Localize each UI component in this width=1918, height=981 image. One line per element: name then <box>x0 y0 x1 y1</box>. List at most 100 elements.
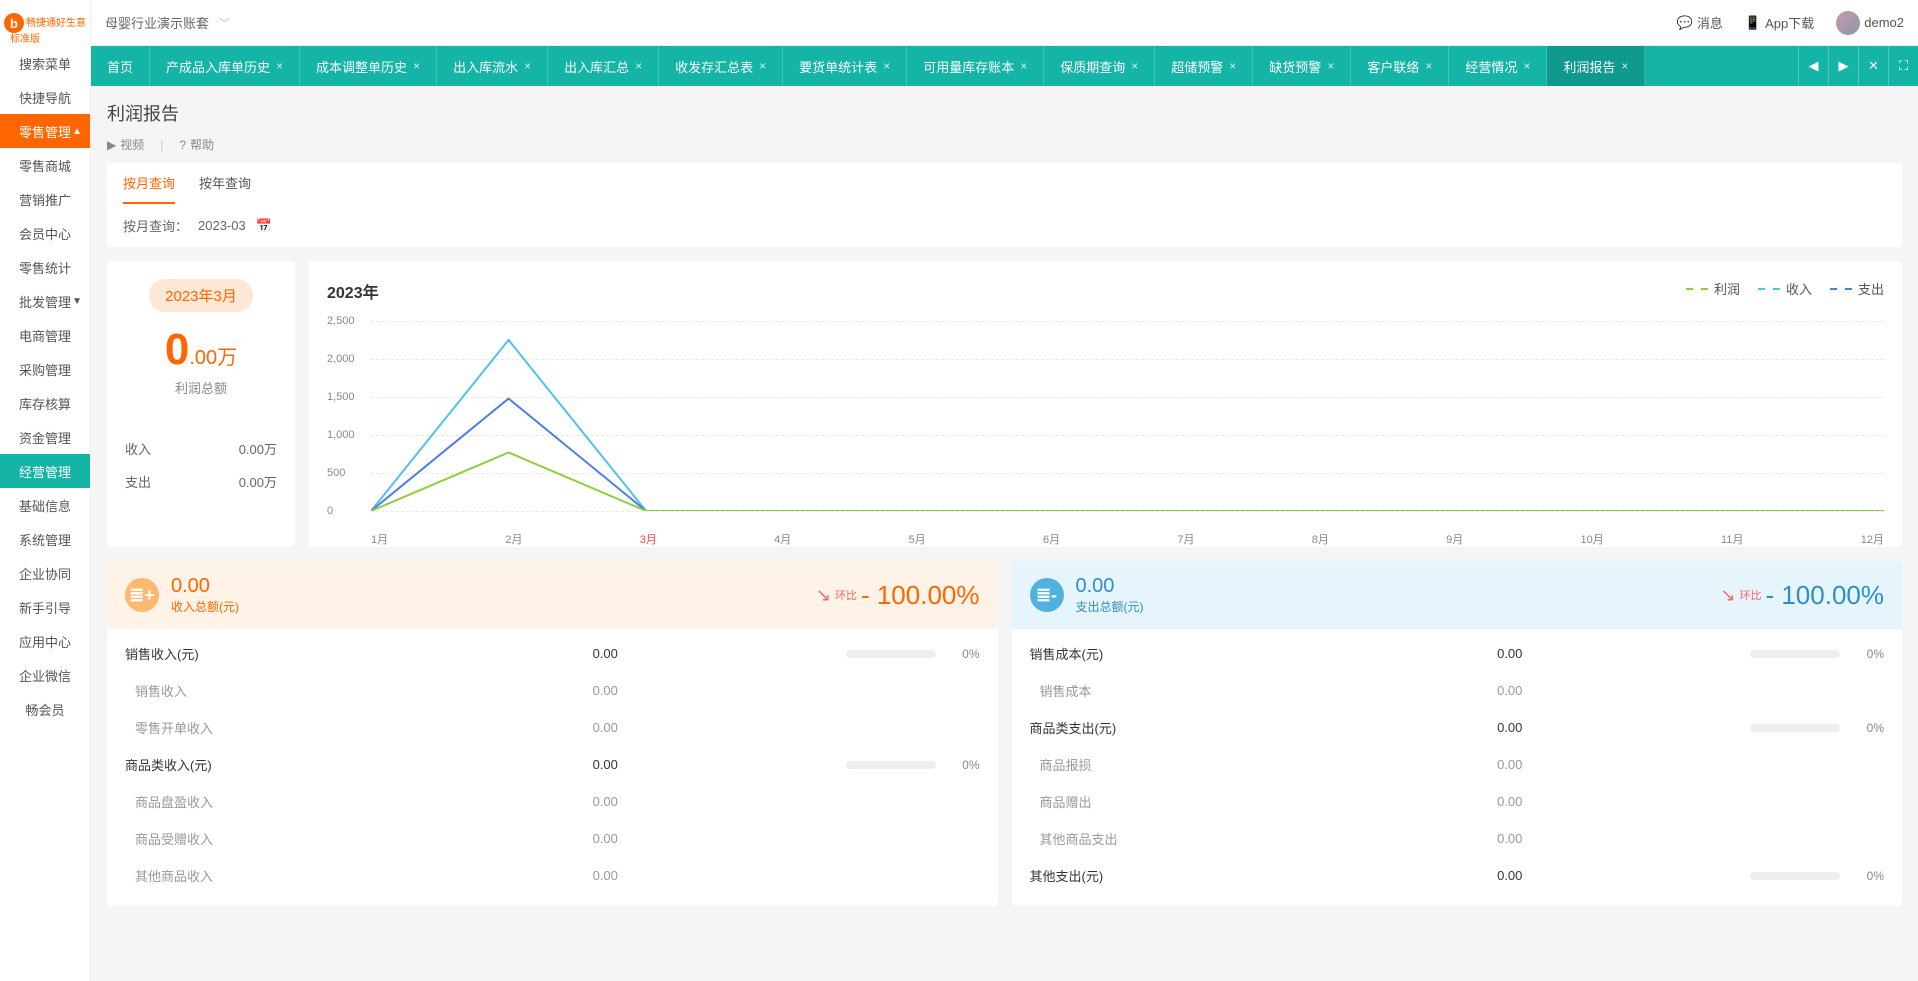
row-label: 其他支出(元) <box>1030 866 1290 885</box>
close-icon[interactable]: × <box>759 59 766 73</box>
side-ecommerce[interactable]: 电商管理 <box>0 318 90 352</box>
close-icon[interactable]: × <box>1020 59 1027 73</box>
tab[interactable]: 收发存汇总表 × <box>659 46 783 86</box>
close-icon[interactable]: × <box>1327 59 1334 73</box>
side-purchase[interactable]: 采购管理 <box>0 352 90 386</box>
side-retail-stats[interactable]: 零售统计 <box>0 250 90 284</box>
row-bar <box>846 650 936 658</box>
user-menu[interactable]: demo2 <box>1836 11 1904 35</box>
chevron-down-icon: ﹀ <box>219 15 230 31</box>
close-icon[interactable]: × <box>276 59 283 73</box>
tab[interactable]: 可用量库存账本× <box>907 46 1044 86</box>
row-value: 0.00 <box>1290 831 1731 846</box>
income-label: 收入 <box>125 439 151 458</box>
side-retail[interactable]: 零售管理▲ <box>0 114 90 148</box>
row-label: 零售开单收入 <box>125 718 385 737</box>
tab[interactable]: 保质期查询 × <box>1044 46 1155 86</box>
tab-label: 保质期查询 <box>1060 57 1125 76</box>
breakdown-row: 其他商品收入0.00 <box>125 857 980 894</box>
account-selector[interactable]: 母婴行业演示账套 ﹀ <box>105 13 1677 32</box>
close-icon[interactable]: × <box>413 59 420 73</box>
close-icon[interactable]: × <box>883 59 890 73</box>
tab[interactable]: 超储预警× <box>1155 46 1253 86</box>
row-pct: 0% <box>936 758 980 772</box>
breakdown-row: 销售收入0.00 <box>125 672 980 709</box>
profit-total-label: 利润总额 <box>175 378 227 397</box>
close-icon[interactable]: × <box>1621 59 1628 73</box>
side-collab[interactable]: 企业协同 <box>0 556 90 590</box>
row-label: 商品赠出 <box>1030 792 1290 811</box>
profit-total-value: 0.00万 <box>165 328 237 372</box>
row-label: 商品盘盈收入 <box>125 792 385 811</box>
side-wechat[interactable]: 企业微信 <box>0 658 90 692</box>
close-icon[interactable]: × <box>1425 59 1432 73</box>
tab[interactable]: 缺货预警× <box>1253 46 1351 86</box>
tab[interactable]: 出入库汇总 × <box>548 46 659 86</box>
side-ops[interactable]: 经营管理 <box>0 454 90 488</box>
close-icon[interactable]: × <box>1131 59 1138 73</box>
side-wholesale[interactable]: 批发管理▼ <box>0 284 90 318</box>
tabs-close-all[interactable]: ✕ <box>1858 46 1888 86</box>
close-icon[interactable]: × <box>524 59 531 73</box>
tabs-scroll-right[interactable]: ▶ <box>1828 46 1858 86</box>
tab[interactable]: 经营情况× <box>1449 46 1547 86</box>
calendar-icon[interactable]: 📅 <box>256 218 272 234</box>
filter-value[interactable]: 2023-03 <box>198 218 246 233</box>
side-vip[interactable]: 畅会员 <box>0 692 90 726</box>
side-member[interactable]: 会员中心 <box>0 216 90 250</box>
close-icon[interactable]: × <box>1229 59 1236 73</box>
tab[interactable]: 利润报告× <box>1547 46 1645 86</box>
side-retail-mall[interactable]: 零售商城 <box>0 148 90 182</box>
side-apps[interactable]: 应用中心 <box>0 624 90 658</box>
expense-trend: ↘ 环比 - 100.00% <box>1720 580 1884 611</box>
tab[interactable]: 产成品入库单历史× <box>150 46 300 86</box>
trend-down-icon: ↘ <box>816 585 831 606</box>
legend-label: 利润 <box>1714 279 1740 298</box>
row-value: 0.00 <box>1290 646 1731 661</box>
row-pct: 0% <box>1840 647 1884 661</box>
side-quick-nav[interactable]: 快捷导航 <box>0 80 90 114</box>
close-icon[interactable]: × <box>1523 59 1530 73</box>
side-system[interactable]: 系统管理 <box>0 522 90 556</box>
expense-trend-pct: - 100.00% <box>1765 580 1884 611</box>
income-trend: ↘ 环比 - 100.00% <box>816 580 980 611</box>
tab[interactable]: 客户联络× <box>1351 46 1449 86</box>
filter-tab-year[interactable]: 按年查询 <box>199 173 251 204</box>
side-marketing[interactable]: 营销推广 <box>0 182 90 216</box>
income-value: 0.00万 <box>239 439 277 458</box>
row-value: 0.00 <box>1290 757 1731 772</box>
close-icon[interactable]: × <box>635 59 642 73</box>
row-label: 其他商品收入 <box>125 866 385 885</box>
side-guide[interactable]: 新手引导 <box>0 590 90 624</box>
tab[interactable]: 出入库流水 × <box>437 46 548 86</box>
side-inventory[interactable]: 库存核算 <box>0 386 90 420</box>
tabs-fullscreen[interactable]: ⛶ <box>1888 46 1918 86</box>
side-funds[interactable]: 资金管理 <box>0 420 90 454</box>
tab[interactable]: 要货单统计表 × <box>783 46 907 86</box>
tab-label: 收发存汇总表 <box>675 57 753 76</box>
app-download-link[interactable]: 📱 App下载 <box>1745 13 1814 32</box>
legend-label: 收入 <box>1786 279 1812 298</box>
x-tick-label: 5月 <box>909 531 926 547</box>
income-trend-pct: - 100.00% <box>861 580 980 611</box>
help-text-link[interactable]: ? 帮助 <box>179 136 214 153</box>
tabs-scroll-left[interactable]: ◀ <box>1798 46 1828 86</box>
messages-link[interactable]: 💬 消息 <box>1677 13 1723 32</box>
side-basics[interactable]: 基础信息 <box>0 488 90 522</box>
expense-total-label: 支出总额(元) <box>1076 598 1144 615</box>
row-value: 0.00 <box>385 757 826 772</box>
tab-label: 出入库流水 <box>453 57 518 76</box>
x-tick-label: 2月 <box>505 531 522 547</box>
tab-label: 要货单统计表 <box>799 57 877 76</box>
play-icon: ▶ <box>107 138 116 152</box>
breakdown-row: 销售成本(元)0.000% <box>1030 635 1885 672</box>
breakdown-row: 商品盘盈收入0.00 <box>125 783 980 820</box>
side-search[interactable]: 搜索菜单 <box>0 46 90 80</box>
row-value: 0.00 <box>385 646 826 661</box>
tab-label: 出入库汇总 <box>564 57 629 76</box>
tab[interactable]: 首页 <box>91 46 150 86</box>
breakdown-row: 销售收入(元)0.000% <box>125 635 980 672</box>
help-video-link[interactable]: ▶ 视频 <box>107 136 144 153</box>
filter-tab-month[interactable]: 按月查询 <box>123 173 175 204</box>
tab[interactable]: 成本调整单历史× <box>300 46 437 86</box>
